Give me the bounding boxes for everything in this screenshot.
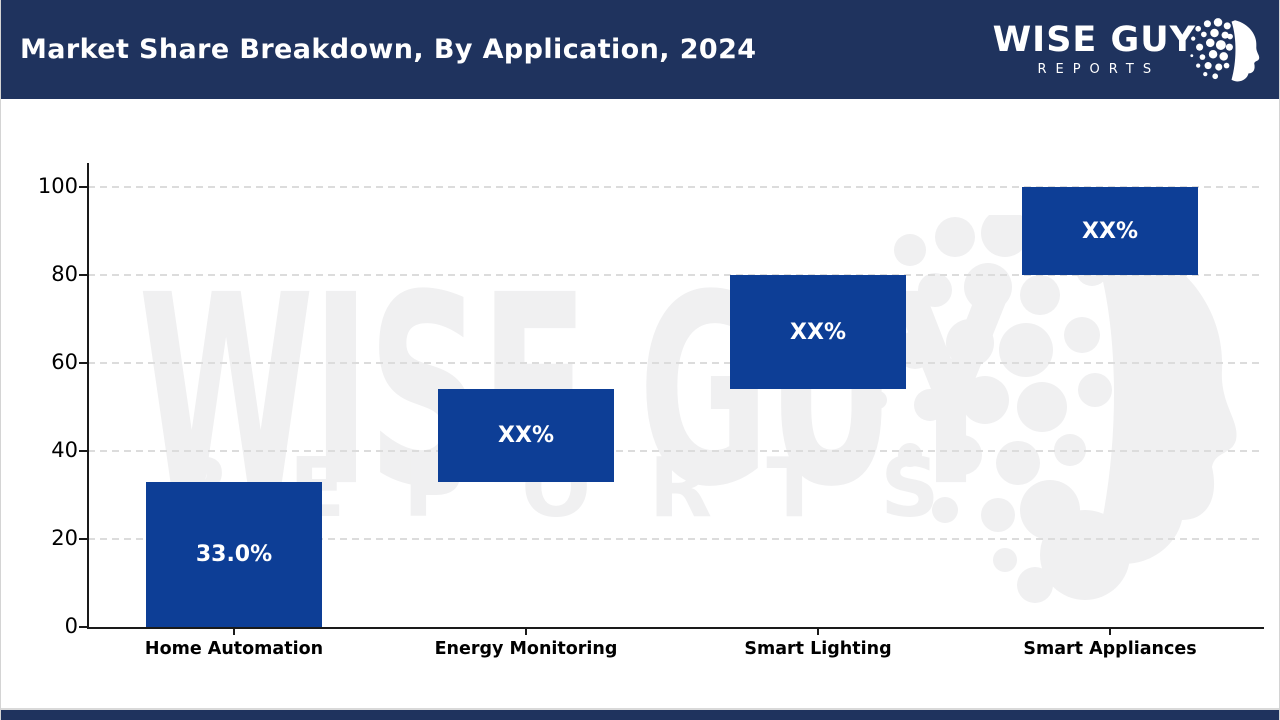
y-axis-tick-mark	[79, 362, 88, 364]
bar-value-label: 33.0%	[195, 541, 273, 567]
bar-value-label: XX%	[1082, 218, 1138, 244]
gridline-80	[88, 274, 1264, 276]
bar-energy-monitoring: XX%	[438, 389, 614, 482]
bar-smart-lighting: XX%	[730, 275, 906, 390]
y-axis-tick-mark	[79, 450, 88, 452]
wiseguy-face-icon	[1190, 17, 1260, 81]
y-axis-tick-label: 80	[51, 262, 78, 286]
bar-smart-appliances: XX%	[1022, 187, 1198, 275]
y-axis-tick-label: 60	[51, 350, 78, 374]
brand-name: WISE GUY	[992, 20, 1196, 60]
x-category-label-smart-lighting: Smart Lighting	[744, 639, 892, 659]
gridline-20	[88, 538, 1264, 540]
x-category-label-energy-monitoring: Energy Monitoring	[434, 639, 618, 659]
x-axis-tick-mark	[1109, 629, 1111, 635]
x-axis-tick-mark	[525, 629, 527, 635]
gridline-100	[88, 186, 1264, 188]
bar-value-label: XX%	[498, 423, 554, 449]
x-category-label-home-automation: Home Automation	[144, 639, 324, 659]
y-axis-tick-label: 40	[51, 438, 78, 462]
brand-logo-text: WISE GUY REPORTS	[992, 20, 1196, 77]
y-axis-tick-label: 20	[51, 526, 78, 550]
y-axis-tick-label: 100	[37, 174, 78, 198]
gridline-40	[88, 450, 1264, 452]
page-title: Market Share Breakdown, By Application, …	[20, 34, 757, 65]
x-axis-tick-mark	[817, 629, 819, 635]
y-axis-tick-mark	[79, 186, 88, 188]
y-axis-tick-mark	[79, 538, 88, 540]
x-axis-line	[87, 627, 1264, 629]
brand-logo: WISE GUY REPORTS	[993, 4, 1280, 96]
x-category-label-smart-appliances: Smart Appliances	[1023, 639, 1197, 659]
y-axis-tick-label: 0	[64, 614, 78, 638]
bar-value-label: XX%	[790, 319, 846, 345]
y-axis-tick-mark	[79, 626, 88, 628]
footer-bar	[0, 708, 1280, 720]
brand-subname: REPORTS	[1037, 62, 1161, 77]
y-axis-tick-mark	[79, 274, 88, 276]
y-axis-line	[87, 163, 89, 629]
bar-home-automation: 33.0%	[146, 481, 322, 627]
header-bar: Market Share Breakdown, By Application, …	[0, 0, 1280, 99]
x-axis-tick-mark	[233, 629, 235, 635]
gridline-60	[88, 362, 1264, 364]
